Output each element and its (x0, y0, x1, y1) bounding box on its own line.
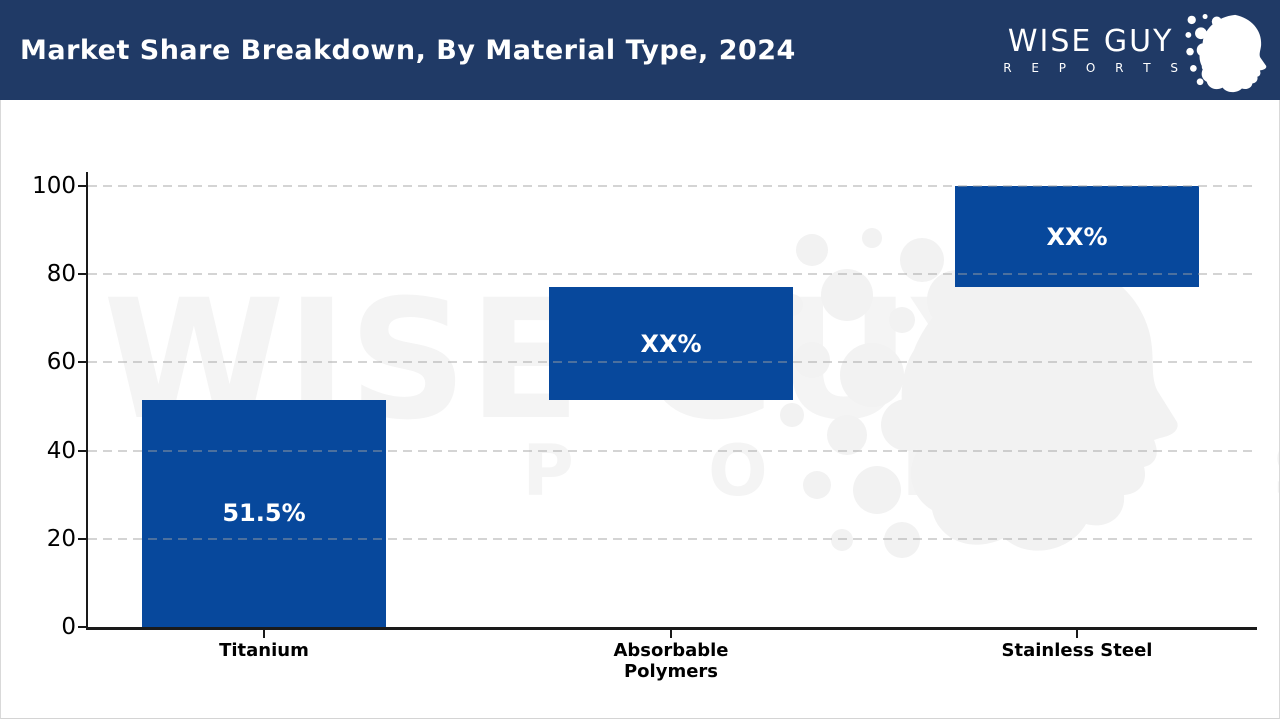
bar-stainless-steel: XX% (955, 186, 1199, 288)
bar-titanium: 51.5% (142, 399, 386, 627)
bar-value-label-titanium: 51.5% (222, 499, 306, 528)
x-axis-label-titanium: Titanium (219, 640, 309, 661)
logo-wiseguy-text: WISE GUY (1007, 23, 1174, 59)
x-tick-titanium (263, 630, 265, 638)
x-axis-spine (86, 627, 1257, 630)
plot-area: 51.5% XX% XX% (88, 172, 1255, 627)
bar-value-label-absorbable-polymers: XX% (640, 329, 702, 358)
logo-text: WISE GUY R E P O R T S (995, 23, 1186, 75)
y-axis-label-0: 0 (61, 614, 76, 640)
watermark-face-icon (780, 228, 1178, 558)
logo-reports-text: R E P O R T S (1003, 60, 1186, 75)
y-axis-spine (86, 172, 88, 629)
x-axis-label-absorbable-polymers: Absorbable Polymers (613, 640, 729, 682)
y-tick-100 (78, 185, 87, 187)
bar-absorbable-polymers: XX% (549, 287, 793, 400)
logo-face-icon (1185, 14, 1267, 93)
y-tick-40 (78, 449, 87, 452)
page-title: Market Share Breakdown, By Material Type… (20, 34, 796, 66)
gridline-40 (88, 449, 1255, 452)
x-axis-label-stainless-steel: Stainless Steel (1001, 640, 1153, 661)
gridline-20 (88, 537, 1255, 540)
y-axis-label-100: 100 (32, 173, 76, 199)
y-axis-label-20: 20 (46, 525, 76, 552)
gridline-60 (88, 361, 1255, 364)
y-axis-label-40: 40 (46, 437, 76, 464)
y-axis-label-60: 60 (46, 349, 76, 376)
y-tick-0 (78, 626, 87, 628)
y-tick-80 (78, 273, 87, 276)
logo: WISE GUY R E P O R T S (995, 4, 1272, 96)
gridline-80 (88, 273, 1255, 276)
gridline-100 (88, 185, 1255, 187)
y-axis-label-80: 80 (46, 261, 76, 288)
header: Market Share Breakdown, By Material Type… (0, 0, 1280, 100)
x-tick-stainless-steel (1076, 630, 1078, 638)
x-tick-absorbable-polymers (670, 630, 672, 638)
y-tick-60 (78, 361, 87, 364)
bar-value-label-stainless-steel: XX% (1046, 222, 1108, 251)
y-tick-20 (78, 537, 87, 540)
